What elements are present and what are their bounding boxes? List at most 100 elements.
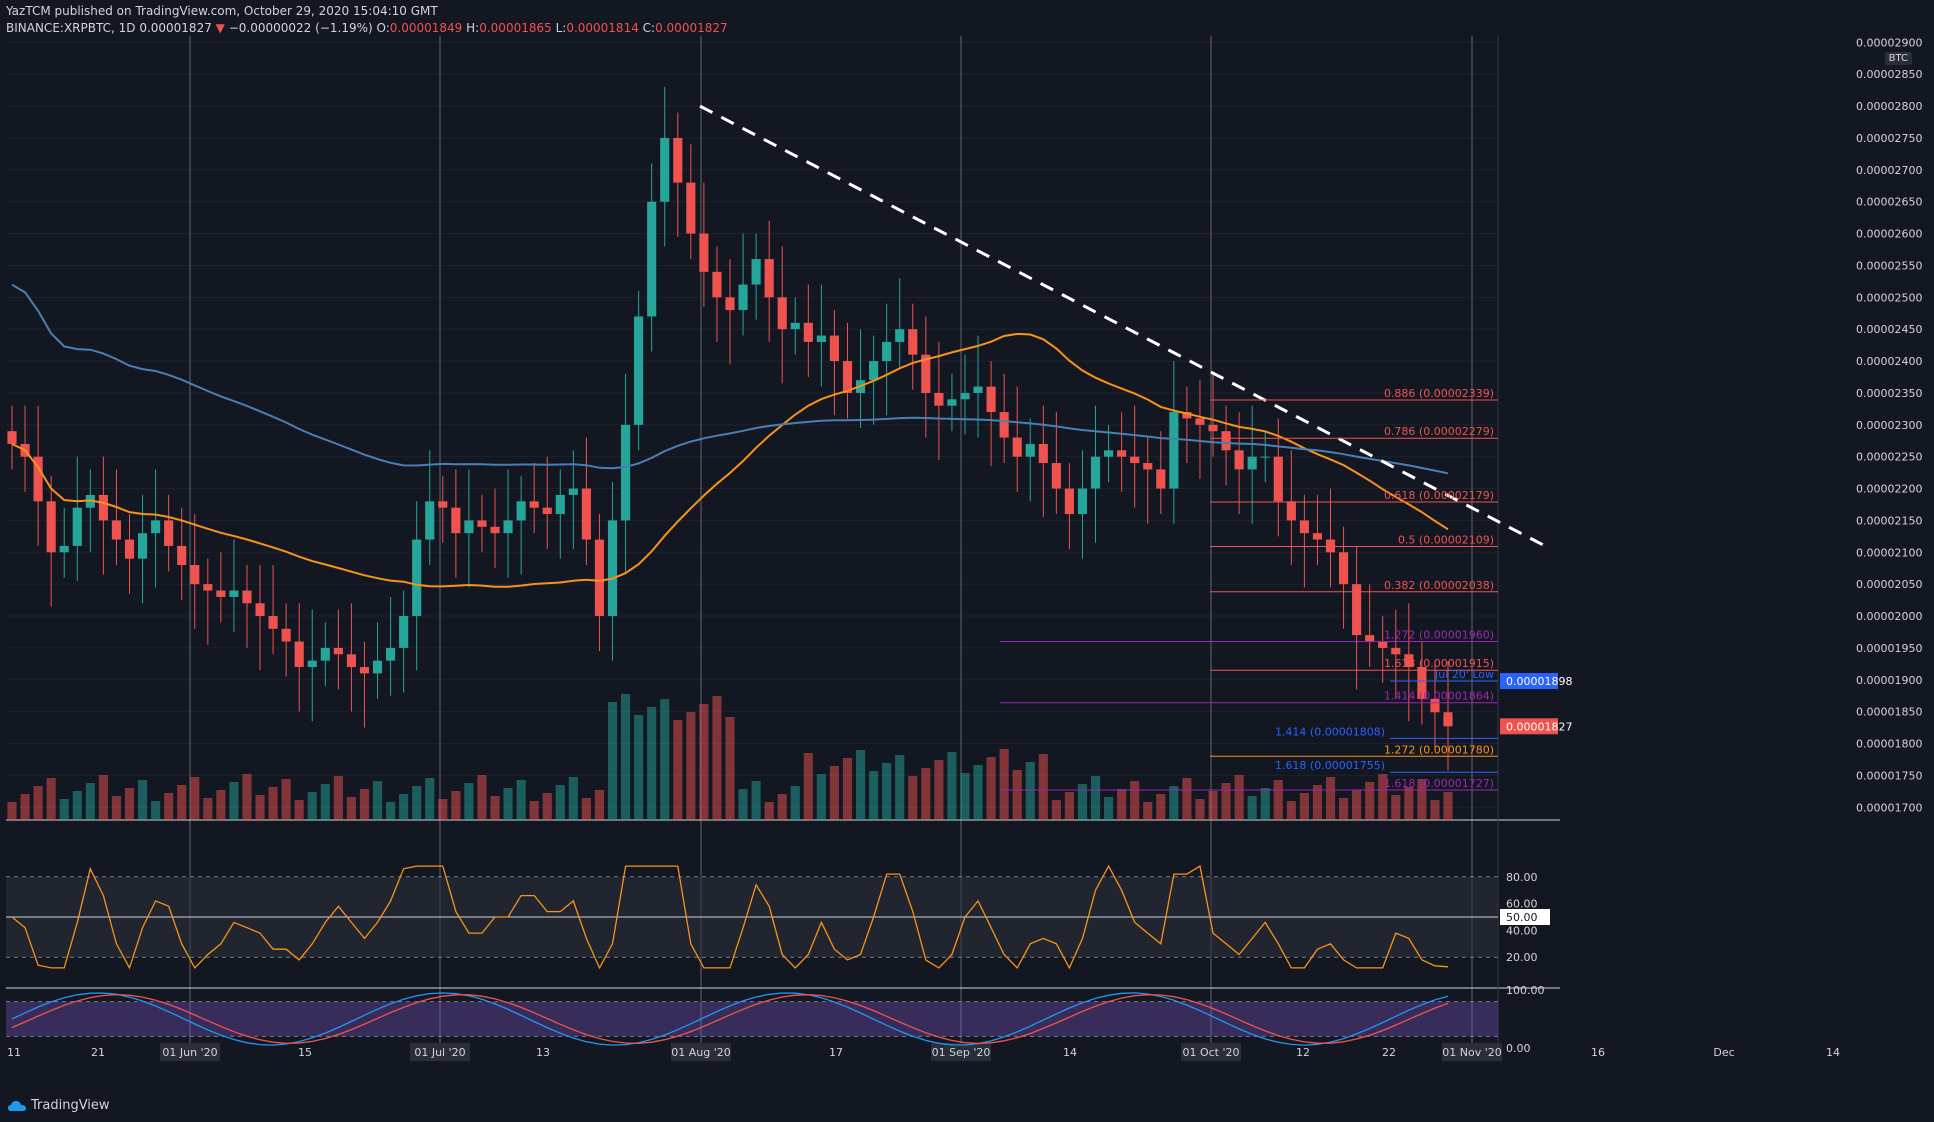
price-tick-label: 0.00001950 xyxy=(1856,642,1922,655)
candle-body xyxy=(7,431,17,444)
time-tick-label: 01 Jun '20 xyxy=(162,1046,217,1059)
candle-body xyxy=(1012,437,1022,457)
candle-body xyxy=(921,354,931,393)
candle-body xyxy=(190,565,200,585)
volume-bar xyxy=(425,778,435,820)
volume-bar xyxy=(1143,802,1153,820)
volume-bar xyxy=(712,696,722,820)
volume-bar xyxy=(490,796,500,820)
fib-level-label: 0.382 (0.00002038) xyxy=(1384,579,1494,592)
candle-body xyxy=(333,647,343,655)
fib-level-label: 0.886 (0.00002339) xyxy=(1384,387,1494,400)
volume-bar xyxy=(751,781,761,820)
candle-body xyxy=(568,488,578,495)
price-tick-label: 0.00002800 xyxy=(1856,100,1922,113)
rsi-tick-label: 40.00 xyxy=(1506,924,1538,937)
rsi-line xyxy=(11,864,1449,970)
price-tag-bg xyxy=(1500,673,1558,690)
volume-bar xyxy=(686,712,696,820)
volume-bar xyxy=(594,790,605,820)
volume-bar xyxy=(242,774,252,820)
price-tick-label: 0.00001900 xyxy=(1856,674,1922,687)
candle-body xyxy=(33,456,43,502)
candle-body xyxy=(1273,456,1283,502)
time-tag-bg xyxy=(410,1043,470,1061)
candle-body xyxy=(412,539,422,617)
candle-body xyxy=(503,520,513,534)
volume-bar xyxy=(1234,775,1244,820)
volume-bar xyxy=(542,793,552,820)
candle-body xyxy=(1182,412,1192,419)
volume-bar xyxy=(777,794,787,820)
volume-bar xyxy=(816,774,826,820)
candle-body xyxy=(777,297,787,330)
candle-body xyxy=(829,335,840,362)
volume-bar xyxy=(1325,777,1336,820)
volume-bar xyxy=(1208,791,1218,820)
volume-bar xyxy=(294,800,304,820)
candle-body xyxy=(1365,635,1375,642)
price-tick-label: 0.00001800 xyxy=(1856,738,1922,751)
candle-body xyxy=(359,667,370,674)
stoch-k-line xyxy=(11,992,1449,1046)
price-tag-bg xyxy=(1500,718,1558,735)
volume-bar xyxy=(1378,774,1388,820)
candle-body xyxy=(98,494,108,521)
time-tag-bg xyxy=(1442,1043,1502,1061)
volume-bar xyxy=(1338,798,1349,820)
volume-bar xyxy=(46,778,56,820)
volume-bar xyxy=(1182,778,1192,820)
fib-level-label: 1.272 (0.00001960) xyxy=(1384,629,1494,642)
footer-bar: TradingView xyxy=(0,1086,1934,1122)
candle-body xyxy=(399,616,409,648)
volume-bars xyxy=(7,694,1453,820)
candle-body xyxy=(895,329,905,342)
currency-tag[interactable]: BTC xyxy=(1884,52,1912,65)
volume-bar xyxy=(607,702,618,820)
volume-bar xyxy=(7,802,17,820)
candle-body xyxy=(1221,431,1231,451)
volume-bar xyxy=(1365,782,1375,820)
time-tick-label: 01 Aug '20 xyxy=(671,1046,731,1059)
candle-body xyxy=(1260,456,1270,458)
volume-bar xyxy=(1025,762,1035,820)
volume-bar xyxy=(20,794,30,820)
candle-body xyxy=(581,488,591,540)
volume-bar xyxy=(855,750,866,820)
volume-bar xyxy=(842,758,853,820)
candle-body xyxy=(542,507,552,515)
candle-body xyxy=(307,660,317,668)
price-tick-label: 0.00002450 xyxy=(1856,323,1922,336)
candle-body xyxy=(960,392,970,400)
open-label: O: xyxy=(376,21,390,35)
volume-bar xyxy=(72,791,82,820)
volume-bar xyxy=(725,717,735,820)
time-tick-label: 14 xyxy=(1826,1046,1840,1059)
price-tick-label: 0.00002350 xyxy=(1856,387,1922,400)
volume-bar xyxy=(190,777,200,820)
volume-bar xyxy=(999,749,1009,820)
price-tick-label: 0.00002250 xyxy=(1856,451,1922,464)
volume-bar xyxy=(647,707,657,820)
candle-body xyxy=(1195,418,1205,425)
volume-bar xyxy=(137,780,148,820)
volume-bar xyxy=(1169,786,1179,820)
candle-body xyxy=(764,259,774,298)
publisher-line: YazTCM published on TradingView.com, Oct… xyxy=(6,4,438,18)
candle-body xyxy=(346,654,356,668)
tradingview-logo[interactable]: TradingView xyxy=(8,1098,110,1113)
volume-bar xyxy=(359,789,370,820)
volume-bar xyxy=(1247,796,1257,820)
volume-bar xyxy=(1312,785,1323,820)
volume-bar xyxy=(1273,780,1283,820)
candle-body xyxy=(1090,456,1101,489)
candle-body xyxy=(529,501,539,508)
candle-body xyxy=(1208,424,1218,432)
volume-bar xyxy=(151,801,161,820)
price-tick-label: 0.00002150 xyxy=(1856,514,1922,527)
volume-bar xyxy=(1156,794,1166,820)
price-tick-label: 0.00002050 xyxy=(1856,578,1922,591)
candle-body xyxy=(751,259,761,285)
price-tick-label: 0.00002900 xyxy=(1856,36,1922,49)
